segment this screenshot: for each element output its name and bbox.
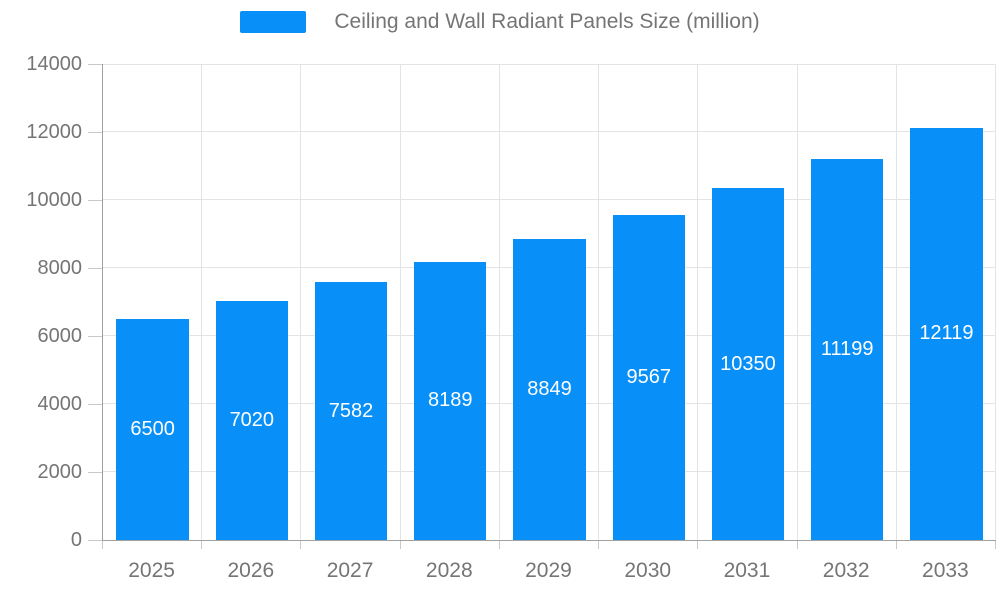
y-axis-label: 2000 [37, 461, 83, 483]
v-gridline [895, 64, 897, 540]
x-axis-tick [995, 541, 996, 549]
x-axis-label: 2033 [922, 559, 969, 582]
bar-2027[interactable]: 7582 [314, 282, 388, 540]
y-axis-tick [88, 336, 102, 337]
y-axis-label: 6000 [37, 325, 83, 347]
bar-2032[interactable]: 11199 [810, 159, 884, 540]
legend-label: Ceiling and Wall Radiant Panels Size (mi… [334, 10, 760, 33]
bar-2028[interactable]: 8189 [414, 261, 487, 540]
bar-value-label: 6500 [130, 418, 175, 440]
x-axis-label: 2025 [128, 559, 175, 582]
y-axis-tick [88, 540, 102, 541]
bar-2029[interactable]: 8849 [513, 239, 586, 540]
v-gridline [399, 64, 401, 540]
y-axis-label: 14000 [26, 53, 82, 75]
bar-2025[interactable]: 6500 [116, 319, 189, 540]
v-gridline [300, 64, 302, 540]
x-axis-label: 2027 [326, 559, 374, 582]
x-axis-label: 2028 [425, 559, 473, 582]
x-axis-tick [201, 541, 203, 549]
bar-value-label: 9567 [626, 365, 671, 388]
h-gridline [103, 64, 996, 65]
y-axis-tick [88, 200, 102, 201]
y-axis-label: 12000 [26, 121, 82, 143]
x-axis-label: 2026 [227, 559, 275, 582]
bar-2033[interactable]: 12119 [910, 127, 983, 540]
y-axis-label: 4000 [37, 393, 83, 415]
y-axis-tick [88, 404, 102, 405]
bar-value-label: 8189 [428, 389, 473, 412]
x-axis-tick [300, 541, 302, 549]
y-axis-tick [88, 132, 102, 133]
bar-2026[interactable]: 7020 [215, 301, 289, 540]
h-gridline [103, 131, 996, 132]
bar-value-label: 7020 [229, 409, 275, 432]
x-axis-tick [399, 541, 401, 549]
x-axis-tick [102, 541, 103, 549]
x-axis-tick [796, 541, 798, 549]
x-axis-label: 2032 [822, 559, 870, 582]
plot-area: 6500 7020 7582 8189 8849 9567 10350 11199 12119 [102, 64, 996, 541]
x-axis-tick [895, 541, 897, 549]
y-axis-tick [88, 472, 102, 473]
y-axis-tick [88, 64, 102, 65]
bar-2031[interactable]: 10350 [711, 188, 785, 540]
bar-value-label: 12119 [919, 322, 974, 345]
y-axis-label: 8000 [37, 257, 83, 279]
h-gridline [103, 199, 996, 200]
v-gridline [201, 64, 203, 540]
v-gridline [498, 64, 500, 540]
legend-swatch-icon [240, 11, 307, 33]
x-axis-label: 2030 [624, 559, 672, 582]
bar-value-label: 10350 [720, 352, 776, 375]
x-axis-tick [697, 541, 699, 549]
legend-item[interactable]: Ceiling and Wall Radiant Panels Size (mi… [0, 0, 1000, 44]
bar-value-label: 7582 [328, 399, 374, 422]
x-axis-label: 2031 [723, 559, 771, 582]
y-axis-tick [88, 268, 102, 269]
v-gridline [598, 64, 600, 540]
y-axis-label: 0 [70, 529, 82, 551]
bar-2030[interactable]: 9567 [612, 214, 685, 540]
v-gridline [697, 64, 699, 540]
bar-value-label: 8849 [527, 378, 572, 401]
x-axis-tick [598, 541, 600, 549]
v-gridline [796, 64, 798, 540]
y-axis-label: 10000 [26, 189, 82, 211]
v-gridline [995, 64, 996, 540]
x-axis-label: 2029 [525, 559, 572, 582]
bar-value-label: 11199 [820, 338, 874, 361]
x-axis-tick [498, 541, 500, 549]
